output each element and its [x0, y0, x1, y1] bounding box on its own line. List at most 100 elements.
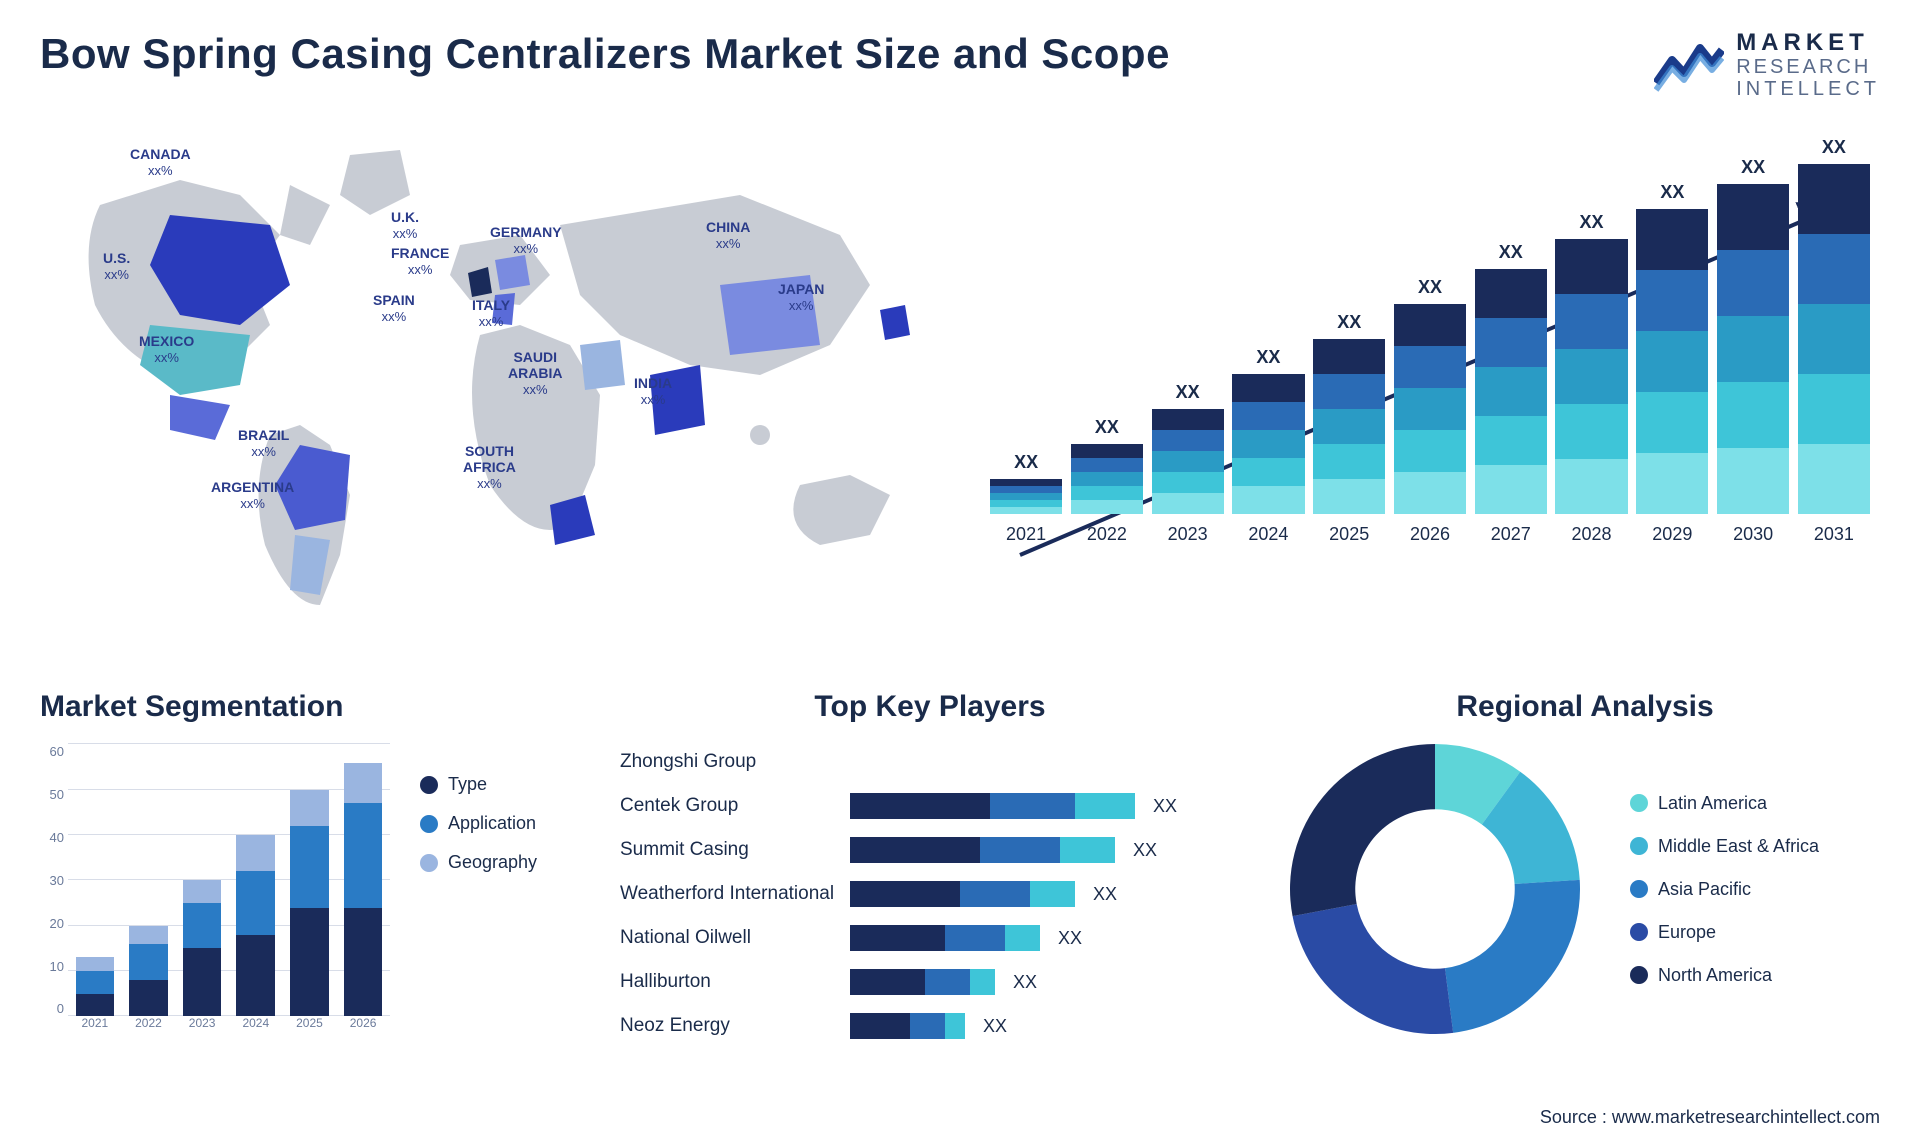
growth-value-label: XX: [1741, 157, 1765, 178]
seg-segment: [290, 790, 329, 826]
player-row: Centek GroupXX: [620, 788, 1240, 824]
growth-segment: [990, 500, 1062, 507]
seg-segment: [290, 908, 329, 1017]
legend-swatch: [1630, 880, 1648, 898]
player-segment: [1030, 881, 1075, 907]
seg-segment: [236, 935, 275, 1017]
player-value: XX: [1133, 840, 1157, 861]
seg-segment: [129, 980, 168, 1016]
header: Bow Spring Casing Centralizers Market Si…: [40, 30, 1880, 100]
donut-slice: [1293, 904, 1454, 1034]
legend-swatch: [1630, 794, 1648, 812]
seg-y-tick: 60: [40, 744, 68, 759]
seg-segment: [129, 926, 168, 944]
map-label: BRAZILxx%: [238, 427, 289, 460]
growth-bar: XX2031: [1798, 137, 1870, 545]
seg-y-tick: 10: [40, 959, 68, 974]
growth-segment: [1636, 209, 1708, 270]
player-name: Summit Casing: [620, 839, 850, 861]
seg-segment: [76, 971, 115, 994]
seg-segment: [183, 880, 222, 903]
seg-segment: [344, 763, 383, 804]
player-segment: [850, 881, 960, 907]
growth-year-label: 2029: [1652, 524, 1692, 545]
logo-text-3: INTELLECT: [1736, 78, 1880, 100]
growth-bar: XX2022: [1071, 417, 1143, 545]
player-row: HalliburtonXX: [620, 964, 1240, 1000]
player-bar: [850, 793, 1135, 819]
growth-value-label: XX: [1095, 417, 1119, 438]
world-map: [40, 125, 940, 645]
player-bar: [850, 881, 1075, 907]
segmentation-title: Market Segmentation: [40, 690, 570, 724]
growth-segment: [1071, 500, 1143, 514]
growth-bar: XX 2026: [1394, 277, 1466, 545]
growth-segment: [1394, 388, 1466, 430]
player-value: XX: [983, 1016, 1007, 1037]
player-name: Halliburton: [620, 971, 850, 993]
growth-segment: [990, 479, 1062, 486]
legend-swatch: [420, 815, 438, 833]
player-segment: [945, 925, 1005, 951]
legend-swatch: [420, 854, 438, 872]
seg-x-tick: 2021: [81, 1016, 108, 1044]
legend-item: North America: [1630, 965, 1819, 986]
growth-segment: [990, 486, 1062, 493]
growth-segment: [1475, 318, 1547, 367]
growth-segment: [1636, 453, 1708, 514]
growth-value-label: XX: [1256, 347, 1280, 368]
legend-label: Asia Pacific: [1658, 879, 1751, 900]
region-panel: Regional Analysis Latin AmericaMiddle Ea…: [1290, 690, 1880, 1090]
map-label: GERMANYxx%: [490, 224, 562, 257]
seg-x-tick: 2023: [189, 1016, 216, 1044]
region-donut-chart: [1290, 744, 1580, 1034]
growth-segment: [1394, 304, 1466, 346]
growth-segment: [1636, 392, 1708, 453]
legend-swatch: [1630, 837, 1648, 855]
growth-segment: [1394, 346, 1466, 388]
legend-item: Asia Pacific: [1630, 879, 1819, 900]
map-label: INDIAxx%: [634, 375, 672, 408]
seg-bar: [236, 835, 275, 1016]
growth-segment: [1475, 367, 1547, 416]
growth-year-label: 2031: [1814, 524, 1854, 545]
map-label: CANADAxx%: [130, 146, 191, 179]
seg-bar: [183, 880, 222, 1016]
growth-segment: [1798, 164, 1870, 234]
growth-segment: [1717, 382, 1789, 448]
growth-value-label: XX: [1499, 242, 1523, 263]
growth-year-label: 2025: [1329, 524, 1369, 545]
growth-segment: [1394, 472, 1466, 514]
seg-y-tick: 20: [40, 916, 68, 931]
brand-logo: MARKET RESEARCH INTELLECT: [1654, 30, 1880, 100]
growth-year-label: 2030: [1733, 524, 1773, 545]
growth-segment: [1394, 430, 1466, 472]
growth-segment: [1555, 404, 1627, 459]
map-label: SPAINxx%: [373, 292, 415, 325]
growth-segment: [1313, 479, 1385, 514]
growth-year-label: 2021: [1006, 524, 1046, 545]
seg-segment: [76, 957, 115, 971]
legend-item: Type: [420, 774, 537, 795]
legend-label: Application: [448, 813, 536, 834]
growth-segment: [1798, 444, 1870, 514]
player-value: XX: [1093, 884, 1117, 905]
segmentation-panel: Market Segmentation 0102030405060 202120…: [40, 690, 570, 1090]
growth-value-label: XX: [1418, 277, 1442, 298]
seg-bar: [290, 790, 329, 1017]
player-segment: [970, 969, 995, 995]
map-label: MEXICOxx%: [139, 333, 194, 366]
player-row: Zhongshi Group: [620, 744, 1240, 780]
seg-y-tick: 40: [40, 830, 68, 845]
map-label: FRANCExx%: [391, 245, 449, 278]
growth-segment: [1232, 402, 1304, 430]
growth-year-label: 2026: [1410, 524, 1450, 545]
growth-value-label: XX: [1337, 312, 1361, 333]
growth-segment: [1798, 304, 1870, 374]
legend-label: Middle East & Africa: [1658, 836, 1819, 857]
seg-x-tick: 2025: [296, 1016, 323, 1044]
player-row: Neoz EnergyXX: [620, 1008, 1240, 1044]
growth-segment: [1071, 458, 1143, 472]
player-row: National OilwellXX: [620, 920, 1240, 956]
top-row: CANADAxx%U.S.xx%MEXICOxx%BRAZILxx%ARGENT…: [40, 125, 1880, 645]
